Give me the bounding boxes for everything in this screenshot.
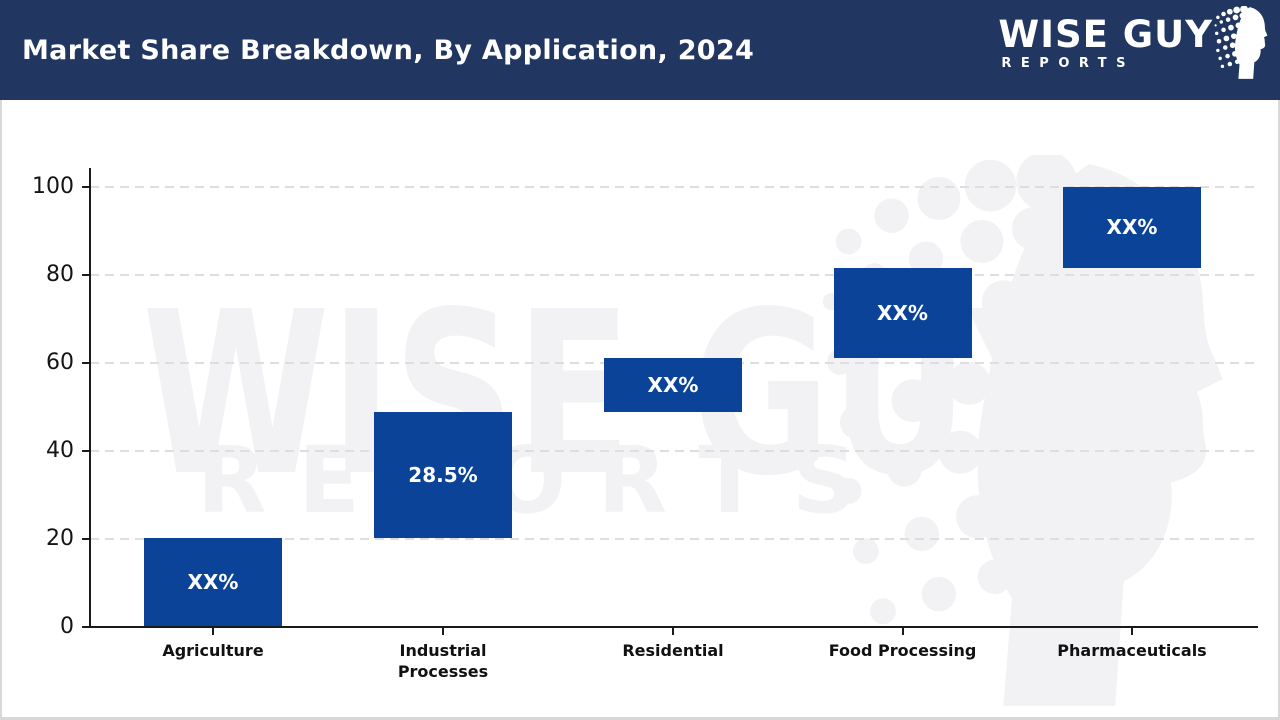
y-axis-line xyxy=(89,168,91,628)
gridline-80 xyxy=(90,274,1258,276)
brand-logo: WISE GUY REPORTS xyxy=(998,6,1268,80)
bar-value-label: XX% xyxy=(877,301,928,326)
bar-agriculture: XX% xyxy=(144,537,282,627)
y-tick-100 xyxy=(82,186,90,188)
bar-food-processing: XX% xyxy=(833,267,972,359)
x-category-label: Agriculture xyxy=(162,641,264,660)
brand-name: WISE GUY xyxy=(998,13,1213,56)
brand-logo-text: WISE GUY REPORTS xyxy=(998,13,1213,72)
x-tick-0 xyxy=(212,627,214,635)
watermark-line2: R E P O R T S xyxy=(197,427,857,534)
x-category-label: Pharmaceuticals xyxy=(1057,641,1207,660)
bar-value-label: XX% xyxy=(647,373,699,398)
x-category-label: Industrial Processes xyxy=(397,641,489,681)
gridline-20 xyxy=(90,538,1258,540)
x-category-label: Residential xyxy=(622,641,724,660)
y-tick-20 xyxy=(82,538,90,540)
brand-head-icon xyxy=(1214,6,1268,79)
bar-value-label: 28.5% xyxy=(408,462,478,487)
gridline-40 xyxy=(90,450,1258,452)
y-tick-40 xyxy=(82,450,90,452)
y-tick-label-0: 0 xyxy=(60,614,74,639)
header-bar: Market Share Breakdown, By Application, … xyxy=(0,0,1280,100)
y-tick-60 xyxy=(82,362,90,364)
bar-value-label: XX% xyxy=(187,570,239,595)
y-tick-label-100: 100 xyxy=(32,174,74,199)
y-tick-label-60: 60 xyxy=(46,350,74,375)
bar-industrial-processes: 28.5% xyxy=(374,412,512,538)
y-tick-80 xyxy=(82,274,90,276)
y-tick-label-40: 40 xyxy=(46,438,74,463)
y-tick-label-80: 80 xyxy=(46,262,74,287)
x-tick-4 xyxy=(1131,627,1133,635)
y-tick-label-20: 20 xyxy=(46,526,74,551)
bar-pharmaceuticals: XX% xyxy=(1063,187,1201,268)
page-title: Market Share Breakdown, By Application, … xyxy=(22,34,755,66)
x-tick-1 xyxy=(442,627,444,635)
x-tick-3 xyxy=(901,627,904,635)
brand-subtitle: REPORTS xyxy=(1001,56,1136,71)
x-tick-2 xyxy=(672,627,674,635)
bar-value-label: XX% xyxy=(1106,215,1158,240)
y-tick-0 xyxy=(82,626,90,628)
x-category-label: Food Processing xyxy=(828,641,977,660)
bar-residential: XX% xyxy=(604,358,742,413)
gridline-100 xyxy=(90,186,1258,188)
